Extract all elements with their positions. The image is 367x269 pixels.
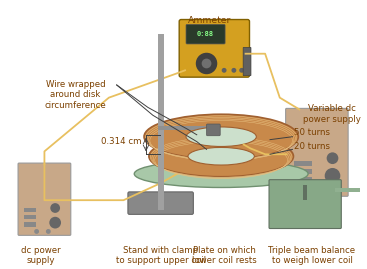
FancyBboxPatch shape — [269, 180, 341, 228]
Bar — [294, 161, 312, 166]
Text: Wire wrapped
around disk
circumference: Wire wrapped around disk circumference — [45, 80, 106, 110]
FancyBboxPatch shape — [186, 24, 225, 44]
Text: Ammeter: Ammeter — [188, 16, 231, 25]
Circle shape — [239, 68, 244, 73]
Text: Triple beam balance
to weigh lower coil: Triple beam balance to weigh lower coil — [268, 246, 356, 266]
Bar — [294, 177, 312, 183]
FancyBboxPatch shape — [179, 20, 250, 77]
Bar — [24, 222, 36, 226]
FancyBboxPatch shape — [243, 47, 251, 76]
FancyBboxPatch shape — [207, 124, 220, 136]
Text: Variable dc
power supply: Variable dc power supply — [303, 104, 360, 124]
Circle shape — [196, 53, 217, 74]
Bar — [303, 185, 307, 200]
Text: 50 turns: 50 turns — [294, 128, 330, 137]
Circle shape — [50, 203, 60, 213]
Text: Stand with clamp
to support upper coil: Stand with clamp to support upper coil — [116, 246, 206, 266]
Ellipse shape — [149, 136, 294, 177]
Circle shape — [303, 189, 309, 194]
Ellipse shape — [144, 114, 298, 159]
Text: Plate on which
lower coil rests: Plate on which lower coil rests — [192, 246, 257, 266]
Circle shape — [318, 189, 324, 194]
Bar — [158, 126, 214, 130]
FancyBboxPatch shape — [286, 108, 348, 196]
Bar — [294, 169, 312, 174]
Text: 20 turns: 20 turns — [294, 142, 330, 151]
FancyBboxPatch shape — [128, 192, 193, 214]
Circle shape — [34, 229, 39, 234]
Ellipse shape — [186, 127, 256, 147]
Ellipse shape — [134, 160, 308, 187]
Bar — [24, 208, 36, 212]
Circle shape — [232, 68, 236, 73]
Ellipse shape — [188, 147, 254, 165]
Bar — [158, 34, 164, 210]
Circle shape — [201, 59, 211, 68]
Circle shape — [46, 229, 51, 234]
Circle shape — [325, 168, 340, 183]
Text: dc power
supply: dc power supply — [21, 246, 60, 266]
Circle shape — [327, 152, 338, 164]
Bar — [24, 215, 36, 219]
Bar — [335, 189, 367, 192]
Text: 0:88: 0:88 — [197, 31, 214, 37]
Text: 0.314 cm: 0.314 cm — [101, 137, 141, 146]
FancyBboxPatch shape — [18, 163, 71, 235]
Circle shape — [49, 217, 61, 228]
Circle shape — [222, 68, 226, 73]
